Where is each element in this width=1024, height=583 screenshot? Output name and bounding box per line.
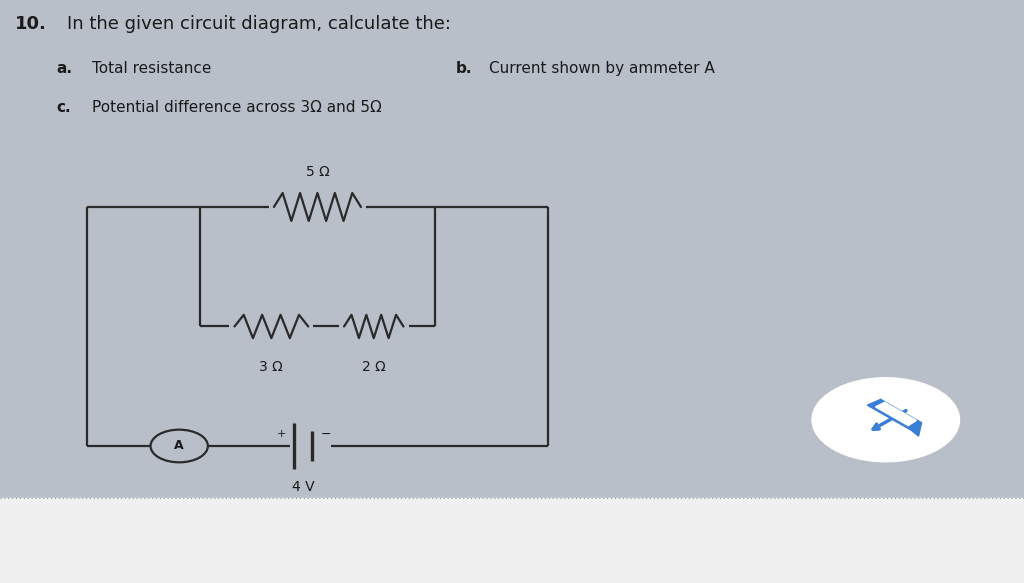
- Text: In the given circuit diagram, calculate the:: In the given circuit diagram, calculate …: [67, 15, 451, 33]
- Text: Potential difference across 3Ω and 5Ω: Potential difference across 3Ω and 5Ω: [92, 100, 382, 115]
- Text: 3 Ω: 3 Ω: [259, 360, 284, 374]
- Text: b.: b.: [456, 61, 472, 76]
- Polygon shape: [911, 423, 922, 436]
- Text: Total resistance: Total resistance: [92, 61, 212, 76]
- Text: Current shown by ammeter A: Current shown by ammeter A: [489, 61, 715, 76]
- Polygon shape: [867, 399, 922, 430]
- Text: c.: c.: [56, 100, 71, 115]
- Text: a.: a.: [56, 61, 73, 76]
- Text: 4 V: 4 V: [292, 480, 314, 494]
- Polygon shape: [876, 402, 916, 426]
- Text: A: A: [174, 440, 184, 452]
- Text: −: −: [321, 428, 331, 441]
- Text: 10.: 10.: [15, 15, 47, 33]
- Text: 2 Ω: 2 Ω: [361, 360, 386, 374]
- Text: +: +: [276, 429, 287, 440]
- Circle shape: [812, 378, 959, 462]
- Text: 5 Ω: 5 Ω: [305, 165, 330, 179]
